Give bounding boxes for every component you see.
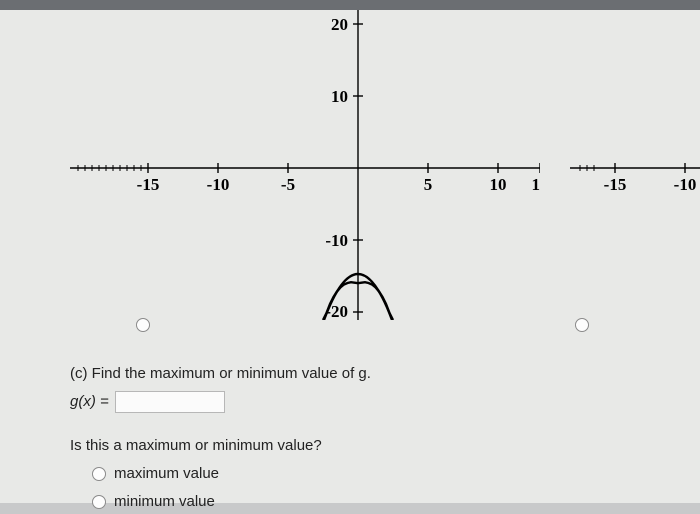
option-max-label: maximum value bbox=[114, 462, 219, 486]
radio-maximum[interactable] bbox=[92, 467, 106, 481]
xtick-5: 5 bbox=[424, 175, 433, 194]
gx-label: g(x) = bbox=[70, 390, 109, 414]
gx-input[interactable] bbox=[115, 391, 225, 413]
chart-select-radio-left[interactable] bbox=[136, 318, 150, 332]
right-xtick-neg10: -10 bbox=[674, 175, 697, 194]
xtick-15: 15 bbox=[532, 175, 541, 194]
sub-question-prompt: Is this a maximum or minimum value? bbox=[70, 434, 371, 458]
content-area: -15 -10 -5 5 10 15 x 20 bbox=[0, 0, 700, 320]
right-xtick-neg15: -15 bbox=[604, 175, 627, 194]
ytick-neg10: -10 bbox=[325, 231, 348, 250]
gx-line: g(x) = bbox=[70, 390, 371, 414]
chart-svg-main: -15 -10 -5 5 10 15 x 20 bbox=[0, 10, 540, 320]
option-min-row: minimum value bbox=[92, 490, 371, 514]
option-max-row: maximum value bbox=[92, 462, 371, 486]
chart-svg-right: -15 -10 bbox=[540, 10, 700, 320]
main-chart: -15 -10 -5 5 10 15 x 20 bbox=[0, 10, 540, 320]
chart-select-radio-right[interactable] bbox=[575, 318, 589, 332]
page-container: -15 -10 -5 5 10 15 x 20 bbox=[0, 0, 700, 503]
ytick-20: 20 bbox=[331, 15, 348, 34]
option-min-label: minimum value bbox=[114, 490, 215, 514]
question-block: (c) Find the maximum or minimum value of… bbox=[70, 362, 371, 514]
chart-row: -15 -10 -5 5 10 15 x 20 bbox=[0, 10, 700, 320]
ytick-10: 10 bbox=[331, 87, 348, 106]
xtick-neg15: -15 bbox=[137, 175, 160, 194]
question-prompt: (c) Find the maximum or minimum value of… bbox=[70, 362, 371, 386]
xtick-neg5: -5 bbox=[281, 175, 295, 194]
xtick-neg10: -10 bbox=[207, 175, 230, 194]
xtick-10: 10 bbox=[490, 175, 507, 194]
radio-minimum[interactable] bbox=[92, 495, 106, 509]
right-chart-fragment: -15 -10 bbox=[540, 10, 700, 320]
